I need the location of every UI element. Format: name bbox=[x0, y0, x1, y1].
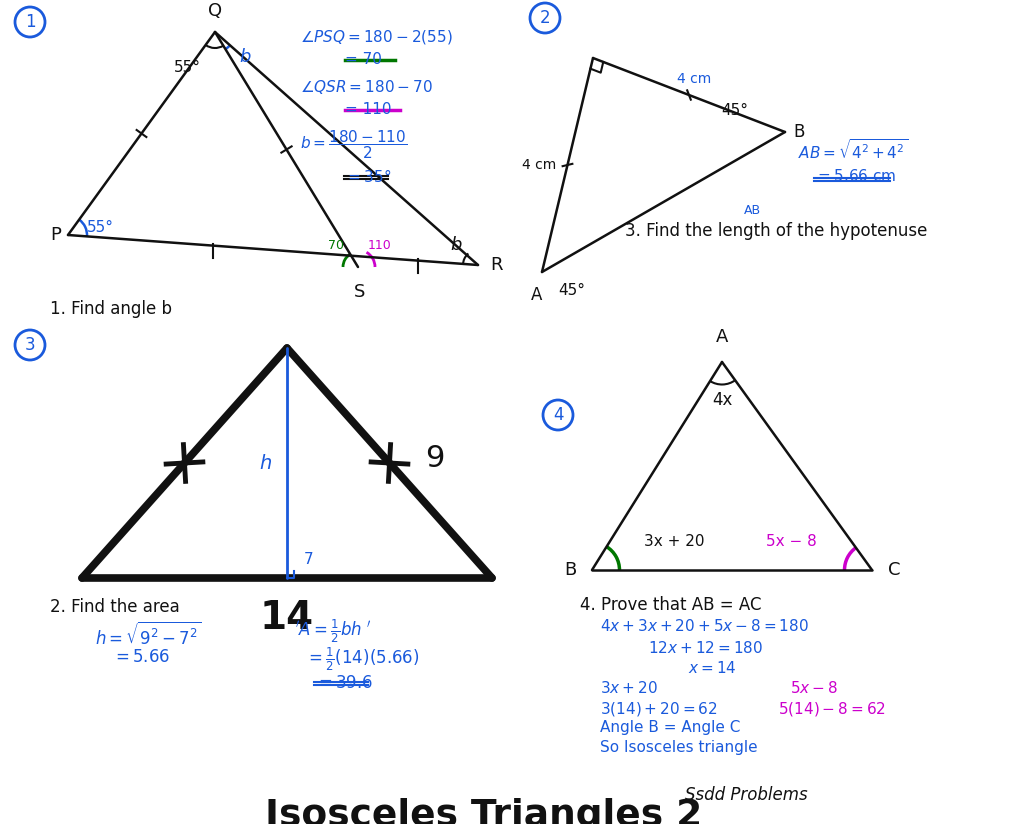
Text: 9: 9 bbox=[425, 443, 444, 472]
Text: 3x + 20: 3x + 20 bbox=[644, 535, 705, 550]
Text: b: b bbox=[240, 48, 251, 66]
Text: $= 35°$: $= 35°$ bbox=[345, 168, 391, 185]
Text: 7: 7 bbox=[304, 553, 313, 568]
Text: $5x-8$: $5x-8$ bbox=[790, 680, 838, 696]
Text: 4x: 4x bbox=[712, 391, 732, 409]
Text: $\angle PSQ = 180-2(55)$: $\angle PSQ = 180-2(55)$ bbox=[300, 28, 453, 46]
Text: $3x+20$: $3x+20$ bbox=[600, 680, 657, 696]
Text: $x = 14$: $x = 14$ bbox=[688, 660, 736, 676]
Text: 4 cm: 4 cm bbox=[677, 72, 711, 86]
Text: h: h bbox=[259, 453, 271, 472]
Text: 2: 2 bbox=[540, 9, 550, 27]
Text: $AB = \sqrt{4^2+4^2}$: $AB = \sqrt{4^2+4^2}$ bbox=[798, 138, 908, 162]
Text: S: S bbox=[354, 283, 366, 301]
Text: $= 5.66$ cm: $= 5.66$ cm bbox=[815, 168, 896, 184]
Text: 3. Find the length of the hypotenuse: 3. Find the length of the hypotenuse bbox=[625, 222, 928, 240]
Text: A: A bbox=[716, 328, 728, 346]
Text: $= 39.6$: $= 39.6$ bbox=[315, 674, 374, 692]
Text: $5(14)-8 = 62$: $5(14)-8 = 62$ bbox=[778, 700, 886, 718]
Text: $3(14)+20 = 62$: $3(14)+20 = 62$ bbox=[600, 700, 718, 718]
Text: 70: 70 bbox=[328, 238, 344, 251]
Text: 14: 14 bbox=[260, 599, 314, 637]
Text: B: B bbox=[793, 123, 805, 141]
Text: Angle B = Angle C: Angle B = Angle C bbox=[600, 720, 740, 735]
Text: $= 5.66$: $= 5.66$ bbox=[112, 648, 170, 666]
Text: 55°: 55° bbox=[173, 59, 201, 74]
Text: $h = \sqrt{9^2-7^2}$: $h = \sqrt{9^2-7^2}$ bbox=[95, 622, 201, 649]
Text: 110: 110 bbox=[368, 238, 392, 251]
Text: Ssdd Problems: Ssdd Problems bbox=[685, 786, 808, 804]
Text: R: R bbox=[490, 256, 503, 274]
Text: = 70: = 70 bbox=[345, 52, 382, 67]
Text: $12x+12 = 180$: $12x+12 = 180$ bbox=[648, 640, 763, 656]
Text: B: B bbox=[564, 561, 575, 579]
Text: $= \frac{1}{2}(14)(5.66)$: $= \frac{1}{2}(14)(5.66)$ bbox=[305, 646, 420, 673]
Text: 45°: 45° bbox=[558, 283, 586, 297]
Text: 1. Find angle b: 1. Find angle b bbox=[50, 300, 172, 318]
Text: A: A bbox=[531, 286, 543, 304]
Text: = 110: = 110 bbox=[345, 102, 391, 117]
Text: Q: Q bbox=[208, 2, 222, 20]
Text: b: b bbox=[451, 236, 462, 254]
Text: 4: 4 bbox=[553, 406, 563, 424]
Text: 5x − 8: 5x − 8 bbox=[766, 535, 817, 550]
Text: $4x + 3x+20 + 5x-8 = 180$: $4x + 3x+20 + 5x-8 = 180$ bbox=[600, 618, 809, 634]
Text: So Isosceles triangle: So Isosceles triangle bbox=[600, 740, 758, 755]
Text: P: P bbox=[50, 226, 61, 244]
Text: $' A = \frac{1}{2}bh\ '$: $' A = \frac{1}{2}bh\ '$ bbox=[295, 618, 372, 645]
Text: Isosceles Triangles 2: Isosceles Triangles 2 bbox=[265, 798, 702, 824]
Text: 4. Prove that AB = AC: 4. Prove that AB = AC bbox=[580, 596, 762, 614]
Text: $\angle QSR = 180-70$: $\angle QSR = 180-70$ bbox=[300, 78, 433, 96]
Text: 1: 1 bbox=[25, 13, 35, 31]
Text: C: C bbox=[888, 561, 900, 579]
Text: $b = \dfrac{180-110}{2}$: $b = \dfrac{180-110}{2}$ bbox=[300, 128, 408, 161]
Text: AB: AB bbox=[743, 204, 761, 217]
Text: 45°: 45° bbox=[722, 102, 749, 118]
Text: 4 cm: 4 cm bbox=[522, 158, 557, 172]
Text: 55°: 55° bbox=[86, 219, 114, 235]
Text: 2. Find the area: 2. Find the area bbox=[50, 598, 180, 616]
Text: 3: 3 bbox=[25, 336, 35, 354]
